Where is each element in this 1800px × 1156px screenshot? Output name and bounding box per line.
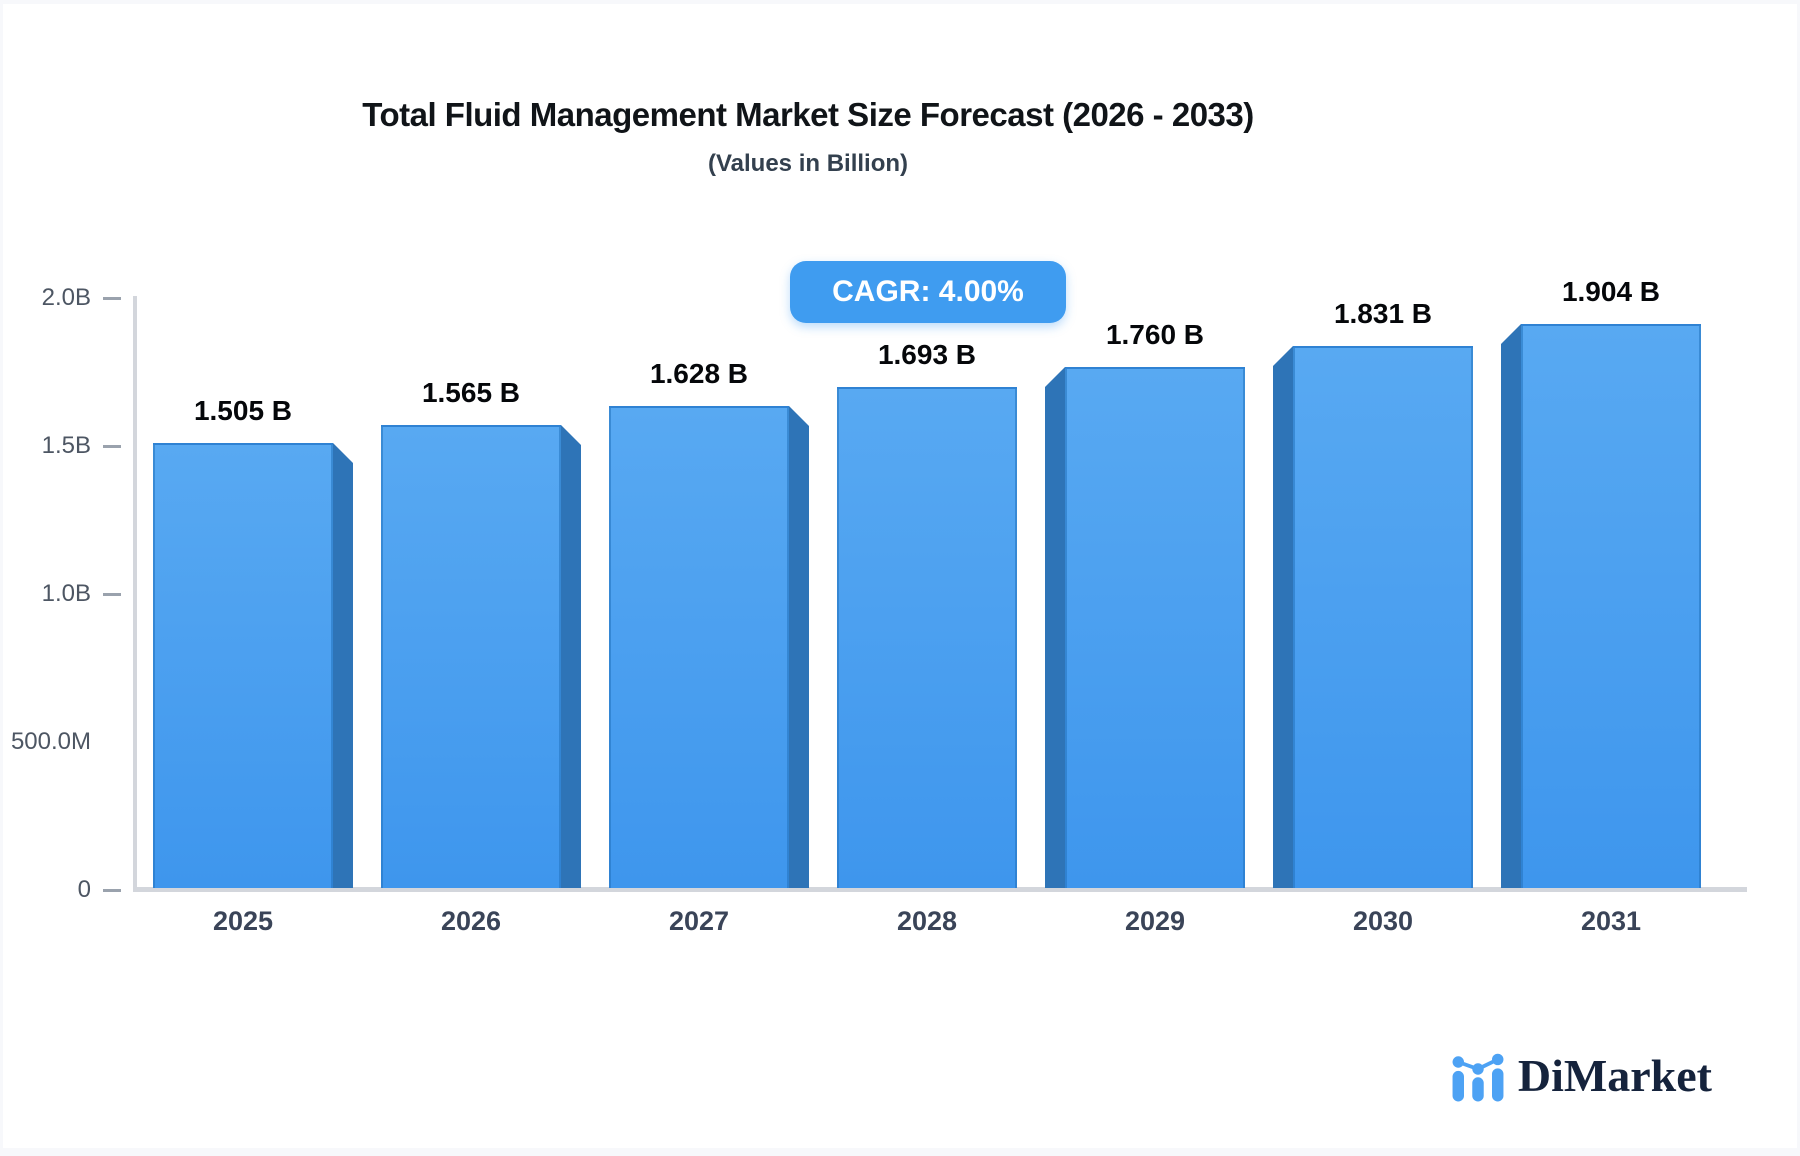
chart-card: Total Fluid Management Market Size Forec… bbox=[3, 4, 1797, 1148]
bar-side-face-2025 bbox=[333, 443, 353, 888]
bar-2027[interactable] bbox=[609, 406, 789, 888]
cagr-badge: CAGR: 4.00% bbox=[790, 261, 1066, 323]
x-axis-label-2029: 2029 bbox=[1124, 906, 1186, 936]
bar-2030[interactable] bbox=[1293, 346, 1473, 888]
x-axis-label-2026: 2026 bbox=[440, 906, 502, 936]
y-axis-tick-dash bbox=[103, 889, 121, 892]
y-axis-line bbox=[133, 296, 137, 888]
bar-value-label-2030: 1.831 B bbox=[1333, 298, 1433, 329]
bar-side-face-2029 bbox=[1045, 367, 1065, 888]
bar-2031[interactable] bbox=[1521, 324, 1701, 888]
y-axis-tick-label: 1.0B bbox=[41, 580, 91, 607]
bar-2025[interactable] bbox=[153, 443, 333, 888]
logo-text: DiMarket bbox=[1517, 1050, 1712, 1101]
bar-side-face-2026 bbox=[561, 425, 581, 888]
plot-area: 2.0B 1.5B 1.0B 500.0M 0 1.505 B 2025 1.565 B 202… bbox=[3, 4, 1797, 1148]
bar-value-label-2029: 1.760 B bbox=[1105, 319, 1205, 350]
y-axis-tick-dash bbox=[103, 445, 121, 448]
y-axis-tick-dash bbox=[103, 297, 121, 300]
y-axis-tick-label: 0 bbox=[77, 876, 91, 903]
bar-2026[interactable] bbox=[381, 425, 561, 888]
x-axis-label-2030: 2030 bbox=[1352, 906, 1414, 936]
x-axis-label-2025: 2025 bbox=[212, 906, 274, 936]
x-axis-baseline bbox=[133, 887, 1747, 892]
y-axis-tick-label: 2.0B bbox=[41, 284, 91, 311]
bar-side-face-2027 bbox=[789, 406, 809, 888]
bar-value-label-2031: 1.904 B bbox=[1561, 276, 1661, 307]
bar-2028[interactable] bbox=[837, 387, 1017, 888]
y-axis-tick-dash bbox=[103, 593, 121, 596]
bar-value-label-2025: 1.505 B bbox=[193, 395, 293, 426]
bar-2029[interactable] bbox=[1065, 367, 1245, 888]
x-axis-label-2028: 2028 bbox=[896, 906, 958, 936]
dimarket-logo: DiMarket bbox=[1450, 1050, 1712, 1102]
bar-value-label-2027: 1.628 B bbox=[649, 358, 749, 389]
x-axis-label-2027: 2027 bbox=[668, 906, 730, 936]
y-axis-tick-label: 500.0M bbox=[10, 728, 91, 755]
mini-bar-chart-icon bbox=[1452, 1053, 1504, 1102]
chart-subtitle: (Values in Billion) bbox=[707, 150, 909, 177]
cagr-badge-label: CAGR: 4.00% bbox=[832, 275, 1024, 308]
bar-side-face-2031 bbox=[1501, 324, 1521, 888]
bar-value-label-2026: 1.565 B bbox=[421, 377, 521, 408]
bar-value-label-2028: 1.693 B bbox=[877, 339, 977, 370]
bar-side-face-2030 bbox=[1273, 346, 1293, 888]
chart-title: Total Fluid Management Market Size Forec… bbox=[362, 96, 1254, 133]
y-axis-tick-label: 1.5B bbox=[41, 432, 91, 459]
x-axis-label-2031: 2031 bbox=[1580, 906, 1642, 936]
